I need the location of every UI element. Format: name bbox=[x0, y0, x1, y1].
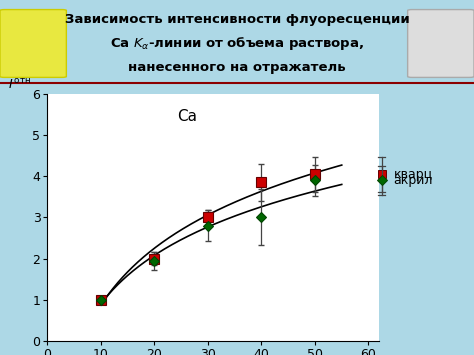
Text: Зависимость интенсивности флуоресценции: Зависимость интенсивности флуоресценции bbox=[64, 13, 410, 26]
Text: Ca $K_{\alpha}$-линии от объема раствора,: Ca $K_{\alpha}$-линии от объема раствора… bbox=[110, 35, 364, 52]
Text: Ca: Ca bbox=[177, 109, 197, 124]
Text: кварц: кварц bbox=[393, 168, 433, 181]
Text: нанесенного на отражатель: нанесенного на отражатель bbox=[128, 61, 346, 74]
FancyBboxPatch shape bbox=[0, 10, 66, 77]
Text: акрил: акрил bbox=[393, 174, 433, 187]
Text: $I^{\rm \,отн}$: $I^{\rm \,отн}$ bbox=[8, 78, 31, 92]
FancyBboxPatch shape bbox=[408, 10, 474, 77]
